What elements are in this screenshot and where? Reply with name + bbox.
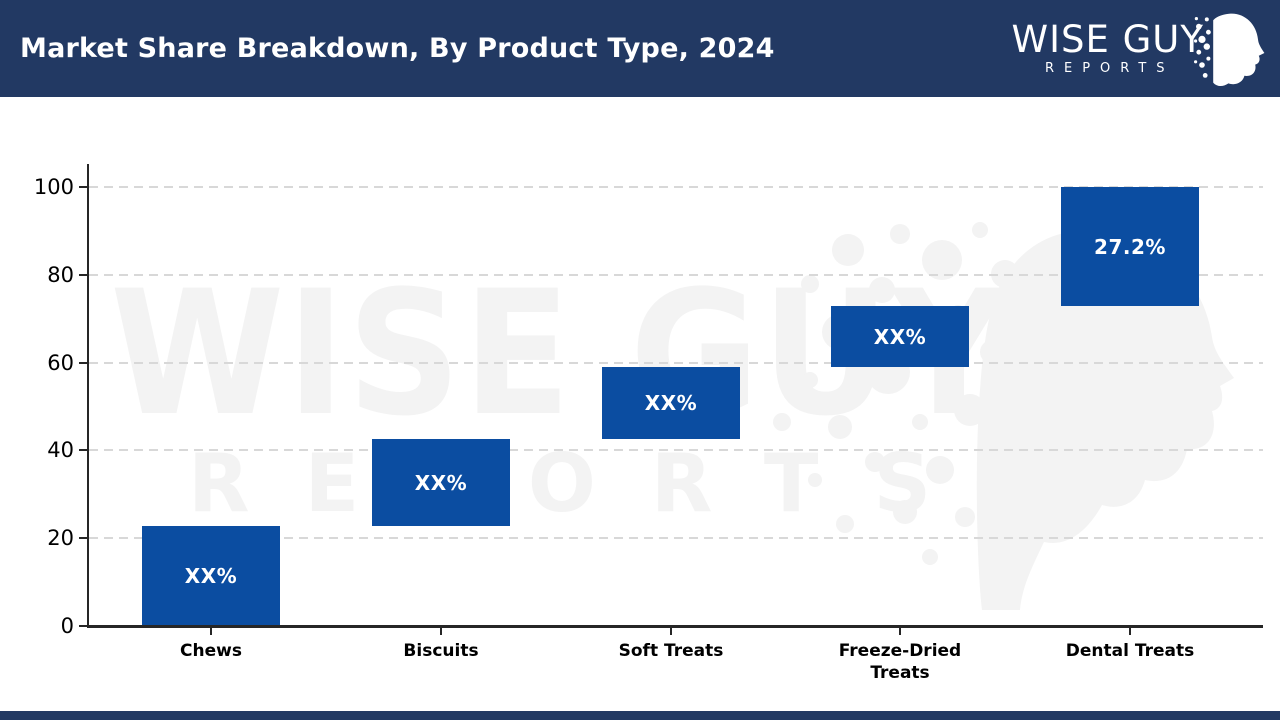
bar: XX% — [372, 439, 510, 526]
gridline — [89, 361, 1263, 364]
bar: XX% — [142, 525, 280, 626]
brand-name: WISE GUY — [1011, 18, 1204, 61]
footer-bar — [0, 711, 1280, 720]
gridline — [89, 186, 1263, 188]
gridline — [89, 273, 1263, 276]
bar: XX% — [602, 366, 740, 440]
y-tick-label: 100 — [33, 175, 74, 199]
brand-subname: REPORTS — [1044, 61, 1175, 76]
y-tick-mark — [79, 186, 88, 188]
x-tick-mark — [210, 628, 212, 635]
x-category-label: Dental Treats — [1065, 641, 1195, 661]
y-tick-mark — [79, 625, 88, 627]
bar: XX% — [831, 306, 969, 367]
header-bar: Market Share Breakdown, By Product Type,… — [0, 0, 1280, 97]
wiseguy-head-icon — [1194, 13, 1265, 86]
x-tick-mark — [670, 628, 672, 635]
watermark-subtext: REPORTS — [188, 437, 987, 530]
y-tick-label: 60 — [47, 350, 74, 375]
x-category-label: Soft Treats — [618, 641, 724, 661]
gridline — [89, 449, 1263, 452]
bar-value-label: XX% — [414, 470, 468, 495]
page-title: Market Share Breakdown, By Product Type,… — [20, 33, 775, 64]
y-tick-mark — [79, 537, 88, 540]
y-tick-label: 80 — [47, 262, 74, 287]
y-tick-mark — [79, 361, 88, 364]
gridline — [89, 537, 1263, 540]
bar-value-label: 27.2% — [1094, 234, 1166, 259]
brand-logo-text: WISE GUY REPORTS — [1012, 21, 1204, 76]
y-tick-mark — [79, 273, 88, 276]
x-axis-line — [87, 625, 1263, 628]
bar-value-label: XX% — [873, 324, 927, 349]
x-tick-mark — [440, 628, 442, 635]
y-axis-line — [87, 164, 89, 628]
x-tick-mark — [1129, 628, 1131, 635]
x-category-label: Biscuits — [403, 641, 479, 661]
x-category-label: Freeze-Dried Treats — [838, 641, 962, 684]
y-tick-label: 20 — [47, 526, 74, 551]
bar: 27.2% — [1061, 187, 1199, 307]
x-category-label: Chews — [180, 641, 242, 661]
y-tick-mark — [79, 449, 88, 452]
y-tick-label: 40 — [47, 438, 74, 463]
x-tick-mark — [899, 628, 901, 635]
y-tick-label: 0 — [60, 614, 74, 638]
brand-logo: WISE GUY REPORTS — [1012, 9, 1266, 89]
bar-value-label: XX% — [644, 391, 698, 416]
bar-value-label: XX% — [184, 563, 238, 588]
